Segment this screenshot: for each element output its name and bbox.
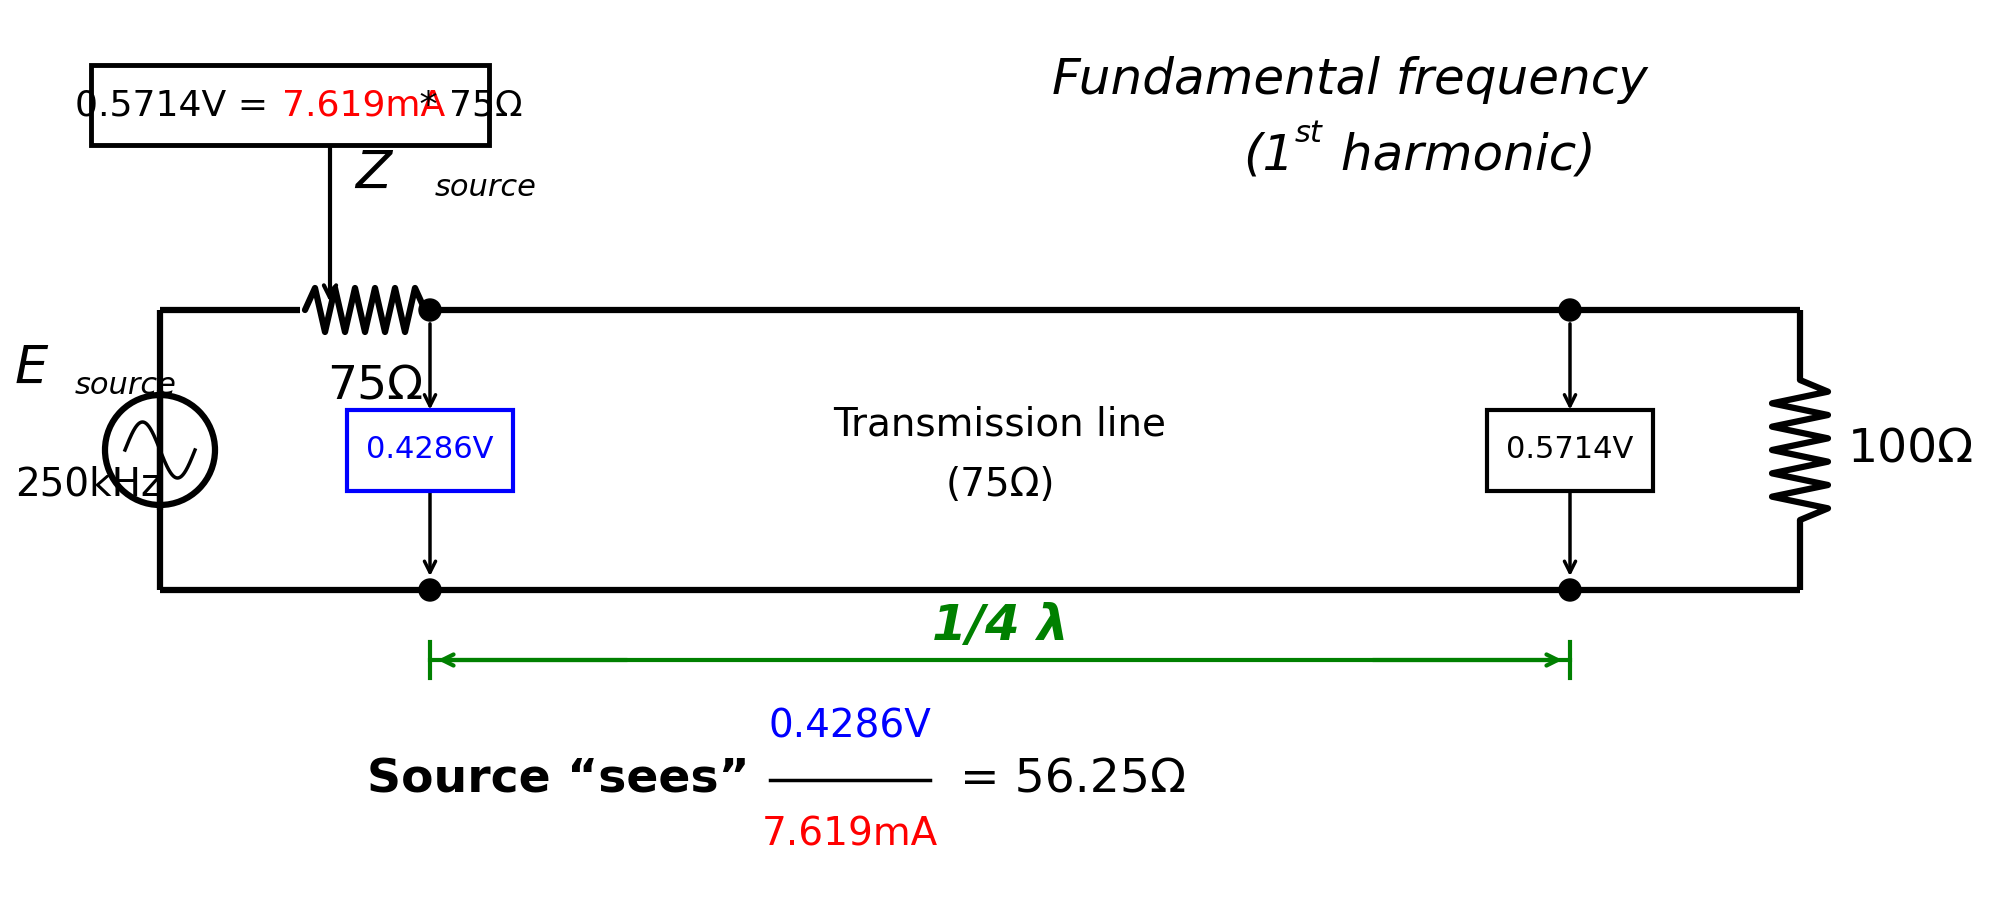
Text: (75Ω): (75Ω) <box>945 466 1055 504</box>
Circle shape <box>420 579 442 601</box>
Text: Transmission line: Transmission line <box>833 406 1167 444</box>
Text: 100Ω: 100Ω <box>1846 427 1974 472</box>
Text: * 75Ω: * 75Ω <box>408 88 521 122</box>
Text: Source “sees”: Source “sees” <box>368 758 749 802</box>
Text: 0.4286V: 0.4286V <box>767 707 931 745</box>
Text: Fundamental frequency: Fundamental frequency <box>1051 56 1646 104</box>
Text: (1: (1 <box>1243 131 1295 179</box>
Text: harmonic): harmonic) <box>1325 131 1594 179</box>
Text: source: source <box>76 371 176 400</box>
Text: 7.619mA: 7.619mA <box>282 88 446 122</box>
Text: 0.5714V: 0.5714V <box>1506 436 1632 465</box>
Text: 75Ω: 75Ω <box>328 365 424 410</box>
Text: 7.619mA: 7.619mA <box>761 815 937 853</box>
FancyBboxPatch shape <box>92 65 490 145</box>
Text: Z: Z <box>356 148 392 200</box>
FancyBboxPatch shape <box>348 410 513 490</box>
Text: 0.5714V =: 0.5714V = <box>76 88 280 122</box>
Text: E: E <box>16 343 48 395</box>
Text: st: st <box>1295 119 1323 147</box>
Text: 0.4286V: 0.4286V <box>366 436 494 465</box>
Text: source: source <box>436 173 537 202</box>
Circle shape <box>420 299 442 321</box>
Text: 250kHz: 250kHz <box>16 465 162 503</box>
Text: 1/4 λ: 1/4 λ <box>931 602 1067 650</box>
Circle shape <box>1558 299 1580 321</box>
FancyBboxPatch shape <box>1487 410 1652 490</box>
Text: = 56.25Ω: = 56.25Ω <box>945 758 1185 802</box>
Circle shape <box>1558 579 1580 601</box>
